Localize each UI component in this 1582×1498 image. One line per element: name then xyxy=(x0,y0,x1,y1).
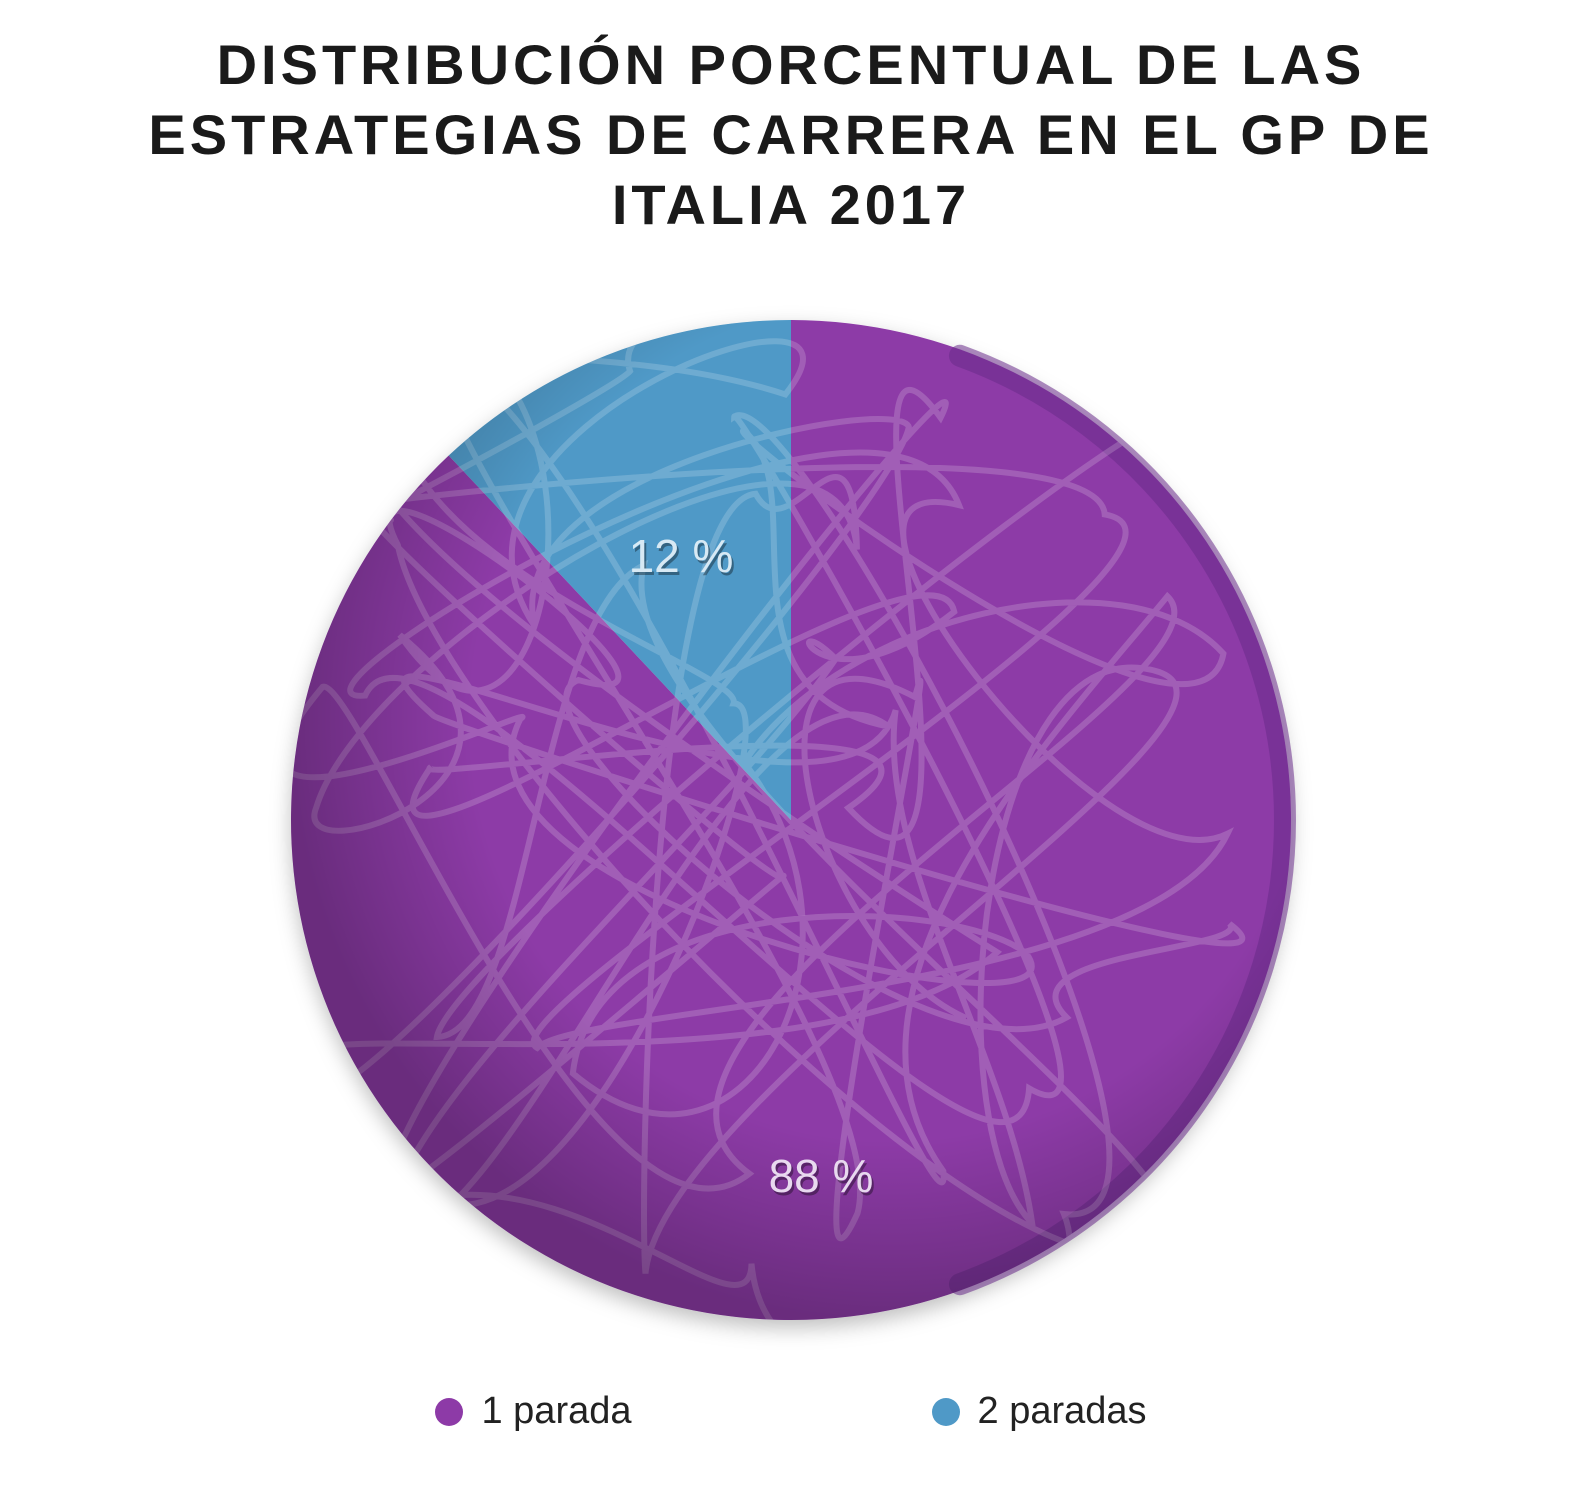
pie-chart: 88 %88 %12 %12 % xyxy=(241,290,1341,1350)
legend-swatch-one-stop xyxy=(435,1398,463,1426)
legend-item-two-stop: 2 paradas xyxy=(932,1390,1147,1433)
slice-label-two_stop: 12 % xyxy=(629,530,734,582)
pie-chart-wrap: 88 %88 %12 %12 % xyxy=(0,290,1582,1350)
legend-label-one-stop: 1 parada xyxy=(481,1390,631,1433)
chart-title: Distribución porcentual de las Estrategi… xyxy=(79,30,1503,240)
legend-item-one-stop: 1 parada xyxy=(435,1390,631,1433)
slice-label-one_stop: 88 % xyxy=(769,1150,874,1202)
legend: 1 parada 2 paradas xyxy=(0,1390,1582,1433)
legend-label-two-stop: 2 paradas xyxy=(978,1390,1147,1433)
legend-swatch-two-stop xyxy=(932,1398,960,1426)
chart-container: Distribución porcentual de las Estrategi… xyxy=(0,0,1582,1498)
